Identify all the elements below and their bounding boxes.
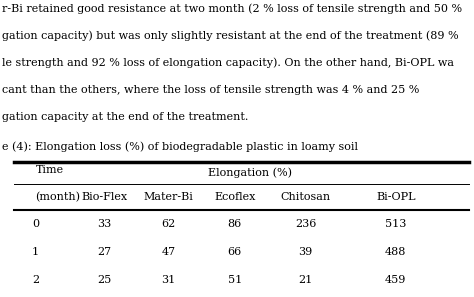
Text: Bio-Flex: Bio-Flex: [81, 192, 128, 202]
Text: 31: 31: [161, 275, 175, 285]
Text: gation capacity at the end of the treatment.: gation capacity at the end of the treatm…: [2, 112, 249, 122]
Text: 51: 51: [228, 275, 242, 285]
Text: 0: 0: [32, 219, 39, 229]
Text: 236: 236: [295, 219, 317, 229]
Text: Ecoflex: Ecoflex: [214, 192, 255, 202]
Text: Mater-Bi: Mater-Bi: [143, 192, 193, 202]
Text: le strength and 92 % loss of elongation capacity). On the other hand, Bi-OPL wa: le strength and 92 % loss of elongation …: [2, 58, 455, 68]
Text: 513: 513: [385, 219, 407, 229]
Text: 2: 2: [32, 275, 39, 285]
Text: 86: 86: [228, 219, 242, 229]
Text: Time: Time: [36, 165, 64, 175]
Text: 39: 39: [299, 247, 313, 257]
Text: 488: 488: [385, 247, 407, 257]
Text: r-Bi retained good resistance at two month (2 % loss of tensile strength and 50 : r-Bi retained good resistance at two mon…: [2, 3, 463, 14]
Text: 459: 459: [385, 275, 407, 285]
Text: Chitosan: Chitosan: [281, 192, 331, 202]
Text: Elongation (%): Elongation (%): [208, 167, 292, 178]
Text: 1: 1: [32, 247, 39, 257]
Text: 66: 66: [228, 247, 242, 257]
Text: 47: 47: [161, 247, 175, 257]
Text: e (4): Elongation loss (%) of biodegradable plastic in loamy soil: e (4): Elongation loss (%) of biodegrada…: [2, 141, 358, 152]
Text: (month): (month): [36, 192, 81, 202]
Text: 21: 21: [299, 275, 313, 285]
Text: cant than the others, where the loss of tensile strength was 4 % and 25 %: cant than the others, where the loss of …: [2, 85, 420, 95]
Text: Bi-OPL: Bi-OPL: [376, 192, 416, 202]
Text: 27: 27: [97, 247, 111, 257]
Text: 62: 62: [161, 219, 175, 229]
Text: 25: 25: [97, 275, 111, 285]
Text: gation capacity) but was only slightly resistant at the end of the treatment (89: gation capacity) but was only slightly r…: [2, 30, 459, 41]
Text: 33: 33: [97, 219, 111, 229]
